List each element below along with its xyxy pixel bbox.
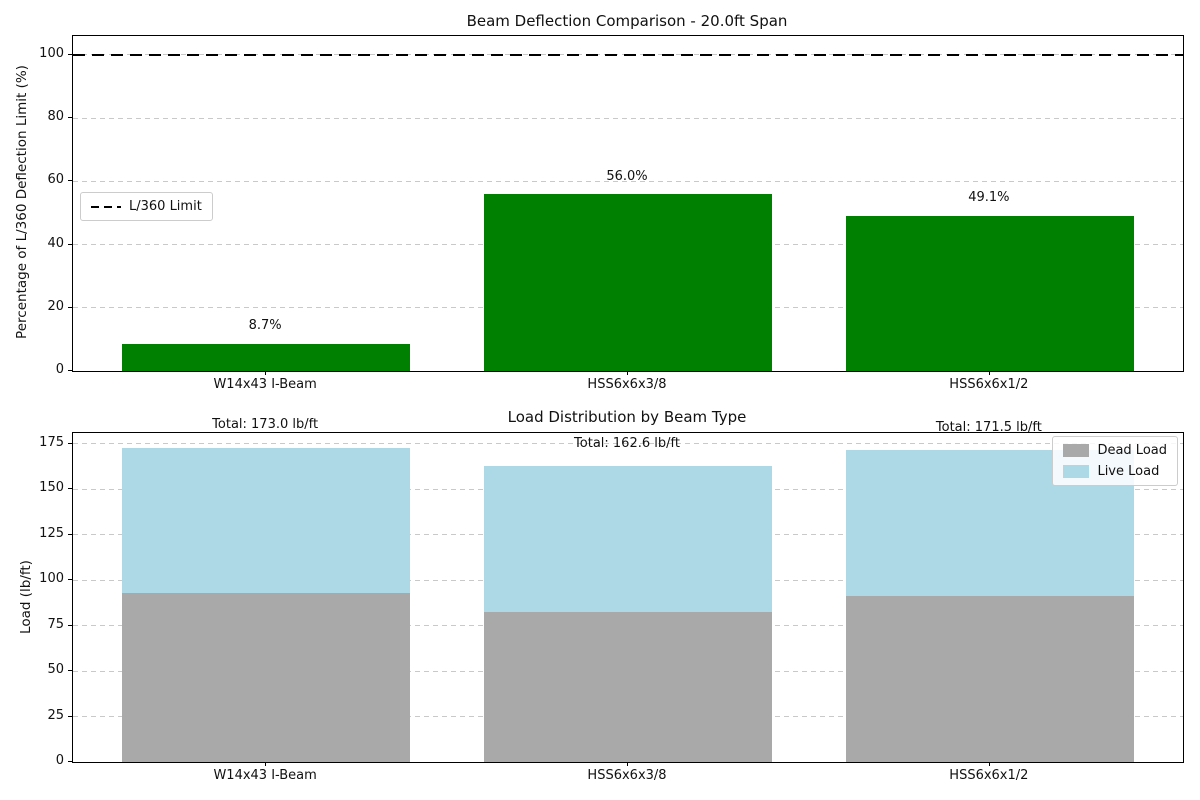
x-tick-mark bbox=[627, 762, 628, 766]
x-tick-label: HSS6x6x3/8 bbox=[587, 768, 667, 783]
y-tick-mark bbox=[68, 488, 72, 490]
limit-line bbox=[73, 53, 1183, 57]
load-chart-title: Load Distribution by Beam Type bbox=[507, 408, 747, 426]
y-tick-label: 25 bbox=[47, 707, 64, 723]
deflection-chart: Beam Deflection Comparison - 20.0ft Span… bbox=[14, 12, 1184, 392]
deflection-bar-0 bbox=[121, 343, 411, 371]
y-tick-mark bbox=[68, 715, 72, 717]
y-tick-mark bbox=[68, 306, 72, 308]
gridline bbox=[73, 180, 1183, 182]
y-tick-label: 0 bbox=[55, 362, 64, 377]
live-load-swatch-icon bbox=[1063, 465, 1090, 478]
gridline bbox=[73, 443, 1183, 445]
value-label: 56.0% bbox=[606, 168, 648, 184]
y-tick-mark bbox=[68, 53, 72, 55]
y-tick-label: 20 bbox=[47, 298, 64, 314]
load-bar-1-0 bbox=[121, 447, 411, 593]
y-tick-mark bbox=[68, 579, 72, 581]
x-tick-mark bbox=[265, 762, 267, 766]
y-tick-label: 40 bbox=[47, 235, 64, 251]
x-tick-mark bbox=[988, 371, 990, 375]
y-tick-label: 150 bbox=[39, 480, 64, 496]
x-tick-mark bbox=[265, 371, 267, 375]
load-legend: Dead Load Live Load bbox=[1052, 436, 1178, 486]
total-label: Total: 171.5 lb/ft bbox=[935, 419, 1042, 435]
x-tick-label: W14x43 I-Beam bbox=[213, 768, 317, 783]
load-plot-area bbox=[72, 432, 1184, 763]
live-load-legend-label: Live Load bbox=[1097, 464, 1160, 479]
x-tick-label: HSS6x6x1/2 bbox=[949, 768, 1029, 783]
y-tick-mark bbox=[68, 442, 72, 444]
total-label: Total: 173.0 lb/ft bbox=[212, 417, 319, 432]
y-tick-mark bbox=[68, 670, 72, 672]
total-label: Total: 162.6 lb/ft bbox=[574, 435, 680, 451]
y-tick-label: 50 bbox=[47, 662, 64, 678]
load-bar-1-1 bbox=[483, 466, 773, 612]
gridline bbox=[73, 117, 1183, 119]
load-bar-0-2 bbox=[845, 595, 1135, 762]
y-tick-label: 75 bbox=[47, 616, 64, 632]
limit-legend-label: L/360 Limit bbox=[129, 199, 202, 214]
x-tick-label: W14x43 I-Beam bbox=[213, 377, 317, 392]
deflection-y-axis-label: Percentage of L/360 Deflection Limit (%) bbox=[14, 65, 30, 339]
deflection-bar-2 bbox=[845, 215, 1135, 371]
limit-legend-row: L/360 Limit bbox=[91, 199, 202, 214]
y-tick-mark bbox=[68, 761, 72, 762]
y-tick-mark bbox=[68, 533, 72, 535]
dead-load-swatch-icon bbox=[1063, 444, 1090, 457]
x-tick-label: HSS6x6x1/2 bbox=[949, 377, 1029, 392]
y-tick-label: 125 bbox=[39, 525, 64, 541]
y-tick-mark bbox=[68, 180, 72, 182]
y-tick-label: 175 bbox=[39, 434, 64, 450]
y-tick-label: 0 bbox=[55, 753, 64, 768]
limit-legend: L/360 Limit bbox=[80, 192, 213, 221]
y-tick-mark bbox=[68, 243, 72, 245]
load-chart: Load Distribution by Beam Type Load (lb/… bbox=[0, 400, 1200, 800]
x-tick-label: HSS6x6x3/8 bbox=[587, 377, 667, 392]
y-tick-label: 100 bbox=[39, 571, 64, 587]
y-tick-mark bbox=[68, 370, 72, 371]
dead-load-legend-row: Dead Load bbox=[1063, 443, 1167, 458]
live-load-legend-row: Live Load bbox=[1063, 464, 1167, 479]
dead-load-legend-label: Dead Load bbox=[1097, 443, 1167, 458]
dashed-line-icon bbox=[91, 205, 121, 208]
y-tick-label: 60 bbox=[47, 172, 64, 188]
load-bar-0-1 bbox=[483, 611, 773, 762]
x-tick-mark bbox=[988, 762, 990, 766]
value-label: 49.1% bbox=[968, 190, 1010, 206]
load-bar-0-0 bbox=[121, 592, 411, 762]
deflection-plot-area bbox=[72, 35, 1184, 372]
deflection-chart-title: Beam Deflection Comparison - 20.0ft Span bbox=[466, 12, 788, 30]
y-tick-label: 100 bbox=[39, 45, 64, 61]
value-label: 8.7% bbox=[248, 318, 282, 334]
deflection-bar-1 bbox=[483, 194, 773, 371]
x-tick-mark bbox=[627, 371, 628, 375]
y-tick-mark bbox=[68, 624, 72, 626]
y-tick-mark bbox=[68, 117, 72, 119]
y-tick-label: 80 bbox=[47, 109, 64, 125]
